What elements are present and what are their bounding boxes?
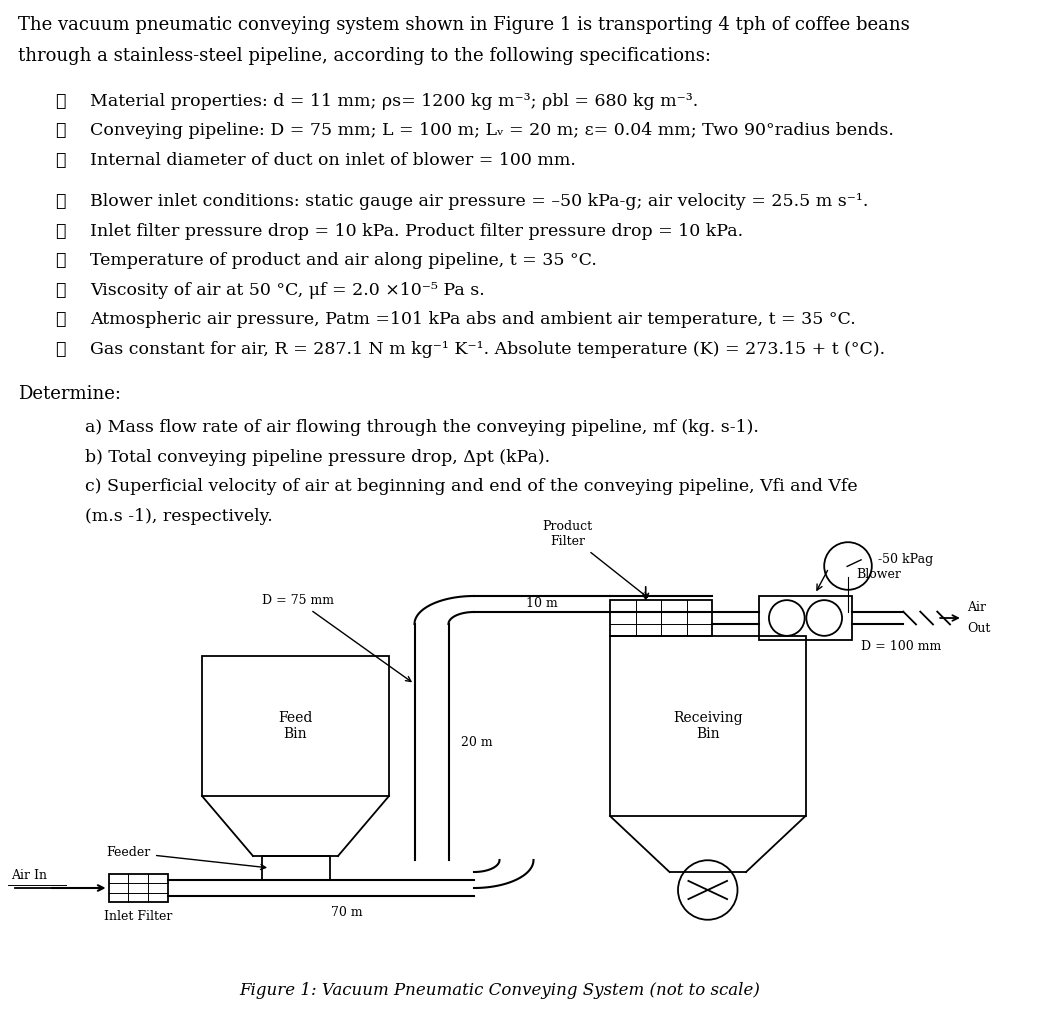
Text: ✔: ✔ bbox=[55, 252, 65, 270]
Text: ✔: ✔ bbox=[55, 193, 65, 210]
Text: through a stainless-steel pipeline, according to the following specifications:: through a stainless-steel pipeline, acco… bbox=[18, 47, 711, 65]
Bar bbox=[610, 600, 712, 636]
Bar bbox=[108, 874, 168, 902]
Text: 10 m: 10 m bbox=[526, 597, 558, 610]
Bar bbox=[202, 657, 389, 796]
Text: Viscosity of air at 50 °C, μf = 2.0 ×10⁻⁵ Pa s.: Viscosity of air at 50 °C, μf = 2.0 ×10⁻… bbox=[90, 282, 484, 299]
Text: Blower inlet conditions: static gauge air pressure = –50 kPa-g; air velocity = 2: Blower inlet conditions: static gauge ai… bbox=[90, 193, 869, 210]
Text: c) Superficial velocity of air at beginning and end of the conveying pipeline, V: c) Superficial velocity of air at beginn… bbox=[85, 478, 857, 495]
Text: D = 100 mm: D = 100 mm bbox=[860, 639, 941, 652]
Text: ✔: ✔ bbox=[55, 341, 65, 357]
Text: Inlet filter pressure drop = 10 kPa. Product filter pressure drop = 10 kPa.: Inlet filter pressure drop = 10 kPa. Pro… bbox=[90, 223, 743, 240]
Text: 20 m: 20 m bbox=[461, 735, 493, 748]
Text: Product
Filter: Product Filter bbox=[542, 520, 648, 597]
Text: Internal diameter of duct on inlet of blower = 100 mm.: Internal diameter of duct on inlet of bl… bbox=[90, 152, 576, 169]
Text: Gas constant for air, R = 287.1 N m kg⁻¹ K⁻¹. Absolute temperature (K) = 273.15 : Gas constant for air, R = 287.1 N m kg⁻¹… bbox=[90, 341, 886, 357]
Text: D = 75 mm: D = 75 mm bbox=[261, 594, 411, 681]
Text: Air: Air bbox=[967, 601, 986, 614]
Text: ✔: ✔ bbox=[55, 123, 65, 140]
Text: Conveying pipeline: D = 75 mm; L = 100 m; Lᵥ = 20 m; ε= 0.04 mm; Two 90°radius b: Conveying pipeline: D = 75 mm; L = 100 m… bbox=[90, 123, 894, 140]
Text: ✔: ✔ bbox=[55, 311, 65, 329]
Text: ✔: ✔ bbox=[55, 93, 65, 110]
Bar bbox=[759, 596, 852, 640]
Bar bbox=[261, 856, 330, 880]
Text: a) Mass flow rate of air flowing through the conveying pipeline, mf (kg. s-1).: a) Mass flow rate of air flowing through… bbox=[85, 420, 759, 436]
Text: Figure 1: Vacuum Pneumatic Conveying System (not to scale): Figure 1: Vacuum Pneumatic Conveying Sys… bbox=[240, 982, 760, 999]
Text: Inlet Filter: Inlet Filter bbox=[104, 910, 173, 923]
Text: Feeder: Feeder bbox=[106, 846, 265, 870]
Text: ✔: ✔ bbox=[55, 152, 65, 169]
Text: The vacuum pneumatic conveying system shown in Figure 1 is transporting 4 tph of: The vacuum pneumatic conveying system sh… bbox=[18, 16, 910, 34]
Text: Receiving
Bin: Receiving Bin bbox=[673, 711, 742, 741]
Text: b) Total conveying pipeline pressure drop, Δpt (kPa).: b) Total conveying pipeline pressure dro… bbox=[85, 448, 550, 466]
Text: ✔: ✔ bbox=[55, 282, 65, 299]
Text: Material properties: d = 11 mm; ρs= 1200 kg m⁻³; ρbl = 680 kg m⁻³.: Material properties: d = 11 mm; ρs= 1200… bbox=[90, 93, 698, 110]
Text: Temperature of product and air along pipeline, t = 35 °C.: Temperature of product and air along pip… bbox=[90, 252, 597, 270]
Bar bbox=[610, 636, 806, 816]
Text: Blower: Blower bbox=[856, 568, 901, 581]
Text: ✔: ✔ bbox=[55, 223, 65, 240]
Text: Air In: Air In bbox=[11, 869, 46, 882]
Text: Determine:: Determine: bbox=[18, 385, 121, 403]
Text: Out: Out bbox=[967, 622, 991, 635]
Text: Atmospheric air pressure, Patm =101 kPa abs and ambient air temperature, t = 35 : Atmospheric air pressure, Patm =101 kPa … bbox=[90, 311, 856, 329]
Text: 70 m: 70 m bbox=[331, 906, 362, 919]
Text: Feed
Bin: Feed Bin bbox=[278, 711, 313, 741]
Text: -50 kPag: -50 kPag bbox=[878, 553, 933, 567]
Text: (m.s -1), respectively.: (m.s -1), respectively. bbox=[85, 507, 273, 525]
